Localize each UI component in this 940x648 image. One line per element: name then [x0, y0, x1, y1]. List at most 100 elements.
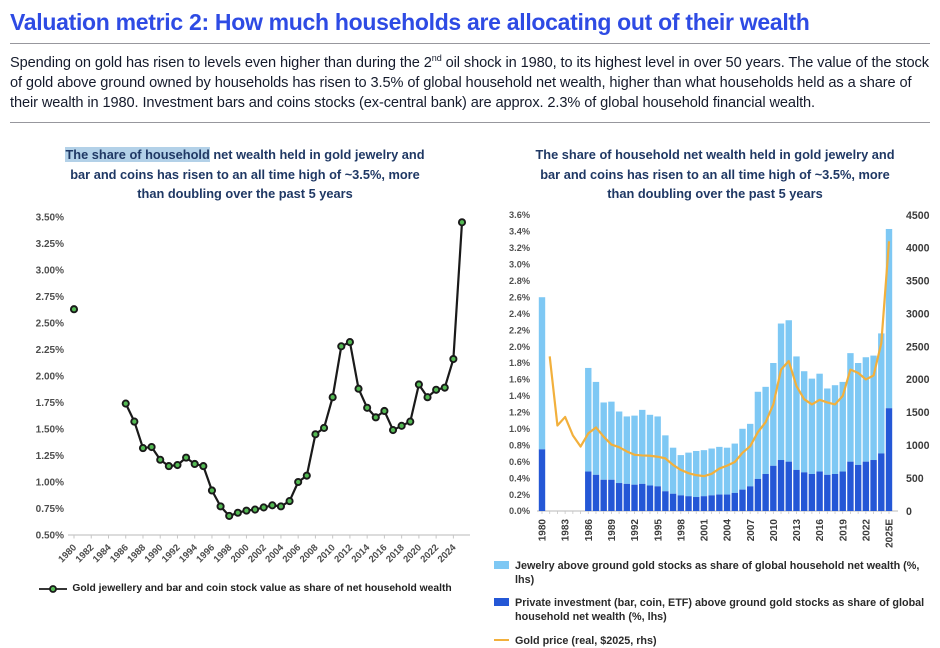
- legend-label-investment: Private investment (bar, coin, ETF) abov…: [515, 597, 925, 624]
- highlighted-text: The share of household: [65, 147, 210, 163]
- svg-text:3.2%: 3.2%: [509, 243, 530, 253]
- svg-text:1.25%: 1.25%: [36, 451, 64, 462]
- svg-text:1500: 1500: [906, 408, 930, 420]
- svg-text:1983: 1983: [561, 519, 572, 542]
- svg-text:2.0%: 2.0%: [509, 342, 530, 352]
- charts-row: The share of household net wealth held i…: [10, 132, 930, 647]
- svg-text:1980: 1980: [56, 543, 79, 566]
- intro-text-2: oil shock in 1980, to its highest level …: [10, 54, 929, 111]
- svg-text:1982: 1982: [74, 543, 97, 566]
- svg-text:1.6%: 1.6%: [509, 375, 530, 385]
- svg-text:2016: 2016: [815, 519, 826, 542]
- svg-text:0.4%: 0.4%: [509, 474, 530, 484]
- svg-text:1998: 1998: [212, 543, 235, 566]
- right-chart-title: The share of household net wealth held i…: [535, 147, 895, 201]
- svg-text:2.75%: 2.75%: [36, 292, 64, 303]
- svg-text:1980: 1980: [538, 519, 549, 542]
- jewelry-swatch-icon: [494, 561, 509, 570]
- page-title: Valuation metric 2: How much households …: [10, 9, 810, 35]
- svg-text:2002: 2002: [246, 543, 269, 566]
- svg-text:0.0%: 0.0%: [509, 507, 530, 517]
- svg-text:2024: 2024: [436, 542, 459, 565]
- svg-text:2010: 2010: [769, 519, 780, 542]
- svg-text:2022: 2022: [861, 519, 872, 542]
- svg-text:1986: 1986: [584, 519, 595, 542]
- right-chart-panel: The share of household net wealth held i…: [480, 132, 940, 647]
- stacked-bars: [538, 229, 893, 512]
- left-axes: 0.50% 0.75% 1.00% 1.25% 1.50% 1.75% 2.00% 2.25%…: [36, 213, 470, 566]
- gold-line-swatch-icon: [494, 638, 509, 641]
- svg-text:1998: 1998: [676, 519, 687, 542]
- svg-text:1996: 1996: [194, 543, 217, 566]
- left-chart-legend: Gold jewellery and bar and coin stock va…: [38, 583, 452, 594]
- svg-text:2013: 2013: [792, 519, 803, 542]
- svg-text:0: 0: [906, 506, 912, 518]
- svg-text:3.6%: 3.6%: [509, 211, 530, 221]
- svg-text:1.75%: 1.75%: [36, 398, 64, 409]
- line-marker-icon: [39, 584, 68, 593]
- svg-text:3.00%: 3.00%: [36, 266, 64, 277]
- right-chart-legend: Jewelry above ground gold stocks as shar…: [494, 559, 938, 647]
- divider-top: [10, 43, 930, 44]
- svg-text:2019: 2019: [838, 519, 849, 542]
- svg-text:2020: 2020: [401, 543, 424, 566]
- svg-text:2012: 2012: [332, 543, 355, 566]
- svg-text:1000: 1000: [906, 440, 930, 452]
- svg-text:2000: 2000: [906, 375, 930, 387]
- svg-text:2.2%: 2.2%: [509, 326, 530, 336]
- svg-text:2007: 2007: [746, 519, 757, 542]
- svg-text:500: 500: [906, 473, 924, 485]
- svg-text:2004: 2004: [723, 519, 734, 542]
- svg-text:2.25%: 2.25%: [36, 345, 64, 356]
- investment-swatch-icon: [494, 598, 509, 607]
- svg-text:2006: 2006: [281, 543, 304, 566]
- svg-text:2.8%: 2.8%: [509, 276, 530, 286]
- legend-label-goldprice: Gold price (real, $2025, rhs): [515, 634, 657, 647]
- svg-text:0.50%: 0.50%: [36, 531, 64, 542]
- legend-item-jewelry: Jewelry above ground gold stocks as shar…: [494, 559, 938, 587]
- svg-text:3000: 3000: [906, 309, 930, 321]
- svg-text:0.6%: 0.6%: [509, 457, 530, 467]
- svg-text:2025E: 2025E: [885, 519, 896, 548]
- report-page: Valuation metric 2: How much households …: [0, 9, 940, 648]
- left-chart-panel: The share of household net wealth held i…: [10, 132, 480, 647]
- svg-text:3.50%: 3.50%: [36, 213, 64, 224]
- svg-text:0.2%: 0.2%: [509, 490, 530, 500]
- left-chart-title: The share of household net wealth held i…: [59, 145, 431, 203]
- svg-text:0.8%: 0.8%: [509, 441, 530, 451]
- svg-text:4500: 4500: [906, 210, 930, 222]
- gold-price-line: [548, 241, 891, 478]
- svg-text:2.6%: 2.6%: [509, 293, 530, 303]
- divider-mid: [10, 122, 930, 124]
- svg-text:2500: 2500: [906, 342, 930, 354]
- legend-label-jewelry: Jewelry above ground gold stocks as shar…: [515, 560, 920, 587]
- svg-text:2018: 2018: [384, 543, 407, 566]
- right-axes: 0.0% 0.2% 0.4% 0.6% 0.8% 1.0% 1.2% 1.4% 1.6% 1.8%…: [509, 210, 930, 548]
- svg-text:3.0%: 3.0%: [509, 260, 530, 270]
- svg-text:2000: 2000: [229, 543, 252, 566]
- svg-text:3.4%: 3.4%: [509, 227, 530, 237]
- svg-text:2010: 2010: [315, 543, 338, 566]
- svg-text:1989: 1989: [607, 519, 618, 542]
- svg-text:2.00%: 2.00%: [36, 372, 64, 383]
- svg-text:2001: 2001: [700, 519, 711, 542]
- left-chart-title-rest: net wealth held in gold jewelry and bar …: [70, 147, 425, 201]
- svg-text:1988: 1988: [125, 543, 148, 566]
- svg-text:2.50%: 2.50%: [36, 319, 64, 330]
- svg-text:1.0%: 1.0%: [509, 424, 530, 434]
- svg-text:2.4%: 2.4%: [509, 309, 530, 319]
- svg-text:1995: 1995: [653, 519, 664, 542]
- svg-text:2022: 2022: [419, 543, 442, 566]
- intro-text-1: Spending on gold has risen to levels eve…: [10, 54, 432, 71]
- svg-text:1.8%: 1.8%: [509, 359, 530, 369]
- gold-share-line-series: [69, 218, 467, 521]
- legend-item-goldprice: Gold price (real, $2025, rhs): [494, 634, 938, 648]
- legend-item-investment: Private investment (bar, coin, ETF) abov…: [494, 596, 938, 624]
- svg-text:1.2%: 1.2%: [509, 408, 530, 418]
- intro-paragraph: Spending on gold has risen to levels eve…: [10, 52, 930, 113]
- intro-superscript: nd: [431, 53, 442, 63]
- line-chart: 0.50% 0.75% 1.00% 1.25% 1.50% 1.75% 2.00% 2.25%…: [36, 213, 470, 566]
- svg-text:1992: 1992: [630, 519, 641, 542]
- svg-text:1990: 1990: [143, 543, 166, 566]
- svg-text:1.50%: 1.50%: [36, 425, 64, 436]
